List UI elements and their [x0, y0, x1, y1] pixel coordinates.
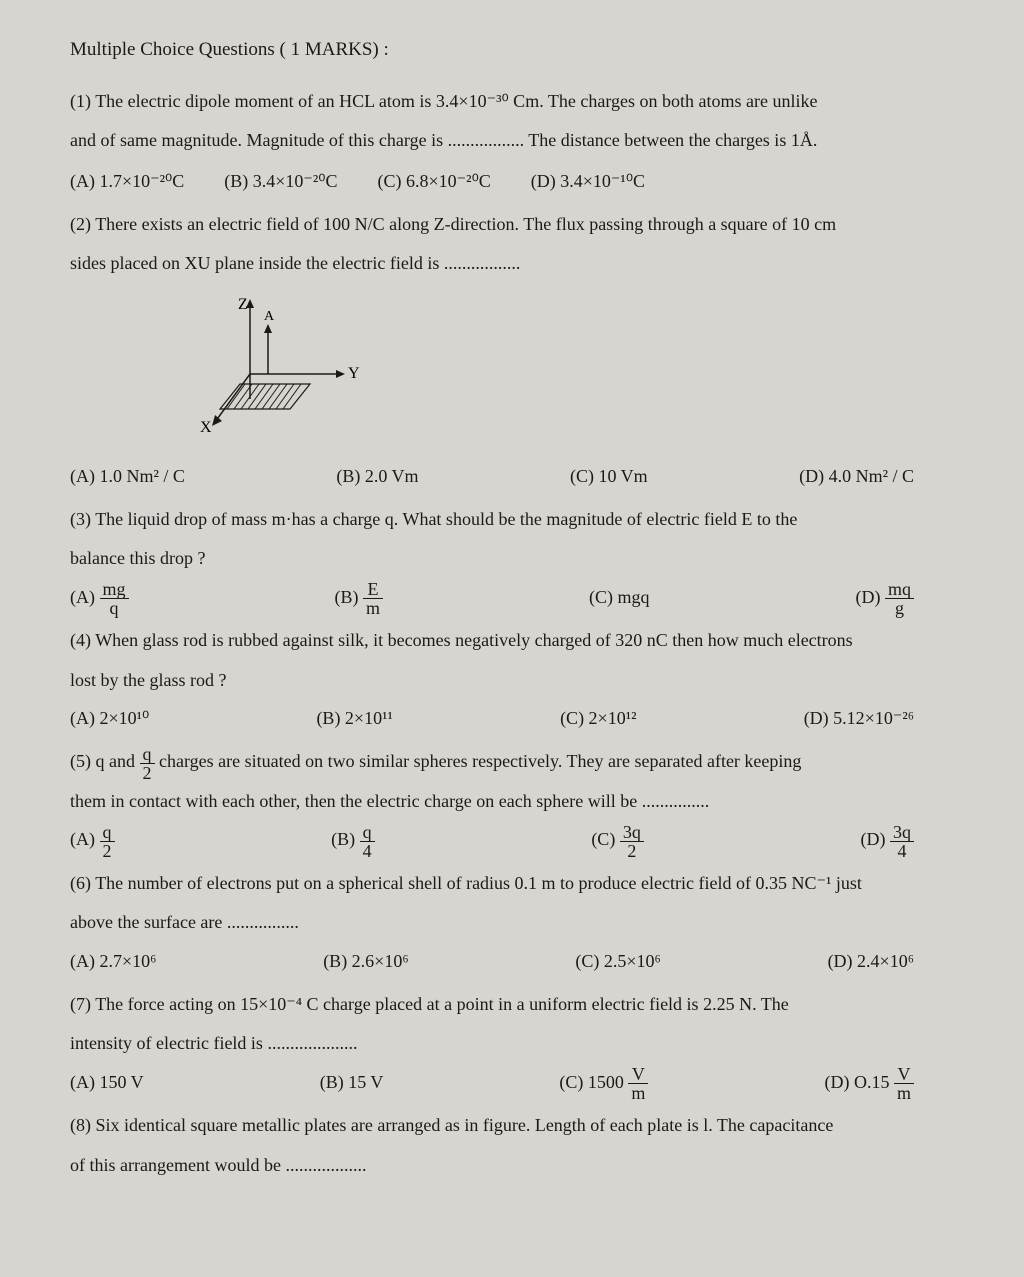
q6-optB: (B) 2.6×10⁶ — [323, 943, 408, 981]
section-title: Multiple Choice Questions ( 1 MARKS) : — [70, 30, 954, 70]
q7-optB: (B) 15 V — [320, 1064, 384, 1102]
q6-optC: (C) 2.5×10⁶ — [575, 943, 660, 981]
q5-frac: q2 — [140, 745, 155, 782]
q6-optD: (D) 2.4×10⁶ — [828, 943, 914, 981]
q2-line2: sides placed on XU plane inside the elec… — [70, 244, 954, 284]
q7-optA: (A) 150 V — [70, 1064, 144, 1102]
q5-line1a: q and — [96, 751, 140, 771]
question-1: (1) The electric dipole moment of an HCL… — [70, 82, 954, 201]
q4-optC: (C) 2×10¹² — [560, 700, 636, 738]
q7-line2: intensity of electric field is .........… — [70, 1024, 954, 1064]
q3-num: (3) — [70, 509, 91, 529]
q6-line1: The number of electrons put on a spheric… — [95, 873, 862, 893]
q5-num: (5) — [70, 751, 91, 771]
q7-num: (7) — [70, 994, 91, 1014]
q3-optC: (C) mgq — [589, 579, 650, 617]
q1-num: (1) — [70, 91, 91, 111]
q5-optD: (D) 3q4 — [860, 821, 914, 859]
q1-optA: (A) 1.7×10⁻²⁰C — [70, 163, 184, 201]
diagram-label-z: Z — [238, 296, 248, 313]
q2-diagram: Z A Y X — [180, 294, 380, 434]
q7-line1: The force acting on 15×10⁻⁴ C charge pla… — [95, 994, 789, 1014]
q3-line2: balance this drop ? — [70, 539, 954, 579]
q8-line2: of this arrangement would be ...........… — [70, 1146, 954, 1186]
question-4: (4) When glass rod is rubbed against sil… — [70, 621, 954, 738]
q3-optD: (D) mqg — [855, 579, 914, 617]
diagram-label-a: A — [264, 309, 275, 324]
q4-num: (4) — [70, 630, 91, 650]
q1-optB: (B) 3.4×10⁻²⁰C — [224, 163, 337, 201]
q5-optB: (B) q4 — [331, 821, 375, 859]
q6-optA: (A) 2.7×10⁶ — [70, 943, 156, 981]
diagram-label-x: X — [200, 419, 212, 434]
question-7: (7) The force acting on 15×10⁻⁴ C charge… — [70, 985, 954, 1103]
q5-line2: them in contact with each other, then th… — [70, 782, 954, 822]
q1-optD: (D) 3.4×10⁻¹⁰C — [531, 163, 645, 201]
q1-line1: The electric dipole moment of an HCL ato… — [95, 91, 817, 111]
q4-line2: lost by the glass rod ? — [70, 661, 954, 701]
q8-num: (8) — [70, 1115, 91, 1135]
q2-line1: There exists an electric field of 100 N/… — [95, 214, 836, 234]
q3-optB: (B) Em — [335, 579, 384, 617]
q2-optB: (B) 2.0 Vm — [336, 458, 418, 496]
q2-optC: (C) 10 Vm — [570, 458, 648, 496]
diagram-label-y: Y — [348, 365, 360, 382]
question-6: (6) The number of electrons put on a sph… — [70, 864, 954, 981]
question-3: (3) The liquid drop of mass m·has a char… — [70, 500, 954, 618]
q2-optD: (D) 4.0 Nm² / C — [799, 458, 914, 496]
q6-line2: above the surface are ................ — [70, 903, 954, 943]
q3-line1: The liquid drop of mass m·has a charge q… — [95, 509, 797, 529]
q2-num: (2) — [70, 214, 91, 234]
q4-optA: (A) 2×10¹⁰ — [70, 700, 149, 738]
question-8: (8) Six identical square metallic plates… — [70, 1106, 954, 1185]
q1-line2a: and of same magnitude. Magnitude of this… — [70, 130, 791, 150]
q6-num: (6) — [70, 873, 91, 893]
q1-line2b: 1Å. — [791, 130, 818, 150]
q2-optA: (A) 1.0 Nm² / C — [70, 458, 185, 496]
q5-optA: (A) q2 — [70, 821, 115, 859]
q1-optC: (C) 6.8×10⁻²⁰C — [378, 163, 491, 201]
q3-optA: (A) mgq — [70, 579, 129, 617]
q4-optB: (B) 2×10¹¹ — [316, 700, 392, 738]
q5-line1b: charges are situated on two similar sphe… — [155, 751, 802, 771]
q7-optC: (C) 1500 Vm — [559, 1064, 648, 1102]
q4-optD: (D) 5.12×10⁻²⁶ — [804, 700, 914, 738]
question-2: (2) There exists an electric field of 10… — [70, 205, 954, 496]
q7-optD: (D) O.15 Vm — [824, 1064, 914, 1102]
q5-optC: (C) 3q2 — [591, 821, 644, 859]
q4-line1: When glass rod is rubbed against silk, i… — [95, 630, 853, 650]
q8-line1: Six identical square metallic plates are… — [96, 1115, 834, 1135]
question-5: (5) q and q2 charges are situated on two… — [70, 742, 954, 860]
